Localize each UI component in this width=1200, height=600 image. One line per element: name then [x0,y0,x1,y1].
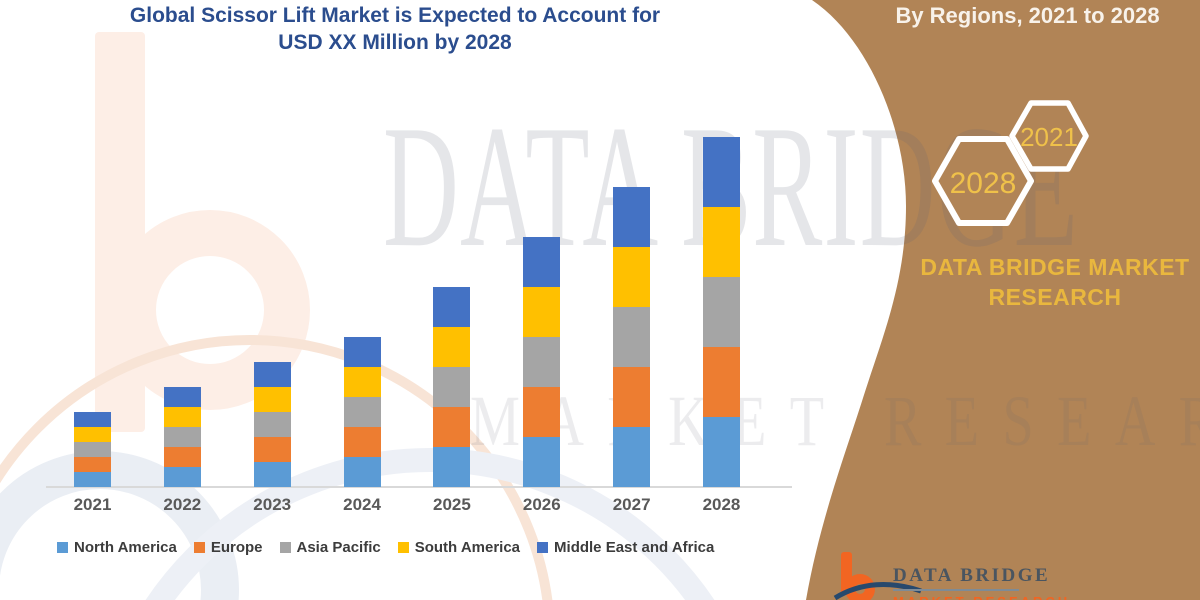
bar-segment-south-america-2027 [613,247,651,307]
brand-text-line2: RESEARCH [988,284,1122,310]
bar-segment-middle-east-and-africa-2025 [433,287,471,327]
bar-segment-asia-pacific-2021 [74,442,111,457]
bar-segment-europe-2024 [343,427,381,457]
bar-segment-middle-east-and-africa-2021 [74,412,111,427]
bar-segment-europe-2023 [253,437,291,462]
legend-swatch-north-america [57,542,68,553]
bar-segment-north-america-2025 [433,447,471,487]
bar-segment-south-america-2025 [433,327,471,367]
bar-segment-north-america-2027 [613,427,651,487]
legend-item-north-america: North America [57,539,177,556]
bar-segment-middle-east-and-africa-2027 [613,187,651,247]
x-axis-label-2021: 2021 [73,495,112,514]
bar-segment-south-america-2028 [702,207,740,277]
x-axis-label-2028: 2028 [702,495,741,514]
legend-item-europe: Europe [193,539,263,556]
x-axis-line [46,486,792,488]
chart-title-line1: Global Scissor Lift Market is Expected t… [129,4,661,27]
logo-b-icon [841,552,852,594]
bar-segment-asia-pacific-2022 [163,427,201,447]
bar-segment-north-america-2023 [253,462,291,487]
x-axis-label-2025: 2025 [433,495,471,514]
legend-label-middle-east-and-africa: Middle East and Africa [554,539,715,556]
legend: North America Europe Asia Pacific South Ame… [57,539,714,556]
bar-segment-asia-pacific-2025 [433,367,471,407]
footer-logo: DATA BRIDGE MARKET RESEARCH [833,548,1163,600]
legend-swatch-middle-east-and-africa [537,542,549,553]
bar-segment-south-america-2023 [253,387,291,412]
bar-segment-middle-east-and-africa-2024 [343,337,381,367]
chart-title-line2: USD XX Million by 2028 [278,31,512,54]
bar-segment-europe-2027 [613,367,651,427]
footer-brand-wordmark: DATA BRIDGE [893,565,1051,586]
bar-segment-north-america-2024 [343,457,381,487]
brand-text-line1: DATA BRIDGE MARKET [920,254,1190,280]
legend-label-asia-pacific: Asia Pacific [296,539,381,556]
legend-label-europe: Europe [210,539,263,556]
bar-segment-europe-2028 [702,347,740,417]
legend-label-south-america: South America [414,539,521,556]
bar-segment-middle-east-and-africa-2028 [702,137,740,207]
legend-item-asia-pacific: Asia Pacific [279,539,381,556]
legend-item-south-america: South America [397,539,521,556]
x-axis-label-2026: 2026 [522,495,561,514]
bar-segment-south-america-2022 [163,407,201,427]
bar-segment-middle-east-and-africa-2023 [253,362,291,387]
legend-label-north-america: North America [74,539,177,556]
data-bridge-brand-text: DATA BRIDGE MARKET RESEARCH [920,252,1190,312]
bar-segment-asia-pacific-2024 [343,397,381,427]
bar-segment-south-america-2021 [74,427,111,442]
chart-title: Global Scissor Lift Market is Expected t… [30,2,760,56]
bar-segment-europe-2025 [433,407,471,447]
bar-segment-europe-2021 [74,457,111,472]
x-axis-label-2023: 2023 [253,495,292,514]
x-axis-label-2024: 2024 [343,495,381,514]
bar-segment-middle-east-and-africa-2022 [163,387,201,407]
footer-wordmark-underline [893,589,1019,591]
bar-segment-north-america-2026 [523,437,561,487]
logo-swoosh-icon [833,582,922,600]
bar-segment-asia-pacific-2028 [702,277,740,347]
legend-swatch-asia-pacific [279,542,291,553]
bar-segment-middle-east-and-africa-2026 [523,237,561,287]
bar-segment-south-america-2026 [523,287,561,337]
x-axis-label-2022: 2022 [163,495,202,514]
bar-segment-north-america-2022 [163,467,201,487]
legend-item-middle-east-and-africa: Middle East and Africa [537,539,714,556]
bar-segment-south-america-2024 [343,367,381,397]
legend-swatch-south-america [397,542,409,553]
footer-brand-subtext: MARKET RESEARCH [893,594,1070,600]
bar-segment-north-america-2028 [702,417,740,487]
bar-segment-north-america-2021 [74,472,111,487]
right-panel-header: By Regions, 2021 to 2028 [895,3,1160,28]
bar-segment-asia-pacific-2027 [613,307,651,367]
bar-segment-europe-2026 [523,387,561,437]
bar-segment-asia-pacific-2026 [523,337,561,387]
bar-segment-europe-2022 [163,447,201,467]
bar-segment-asia-pacific-2023 [253,412,291,437]
x-axis-label-2027: 2027 [612,495,651,514]
legend-swatch-europe [193,542,205,553]
